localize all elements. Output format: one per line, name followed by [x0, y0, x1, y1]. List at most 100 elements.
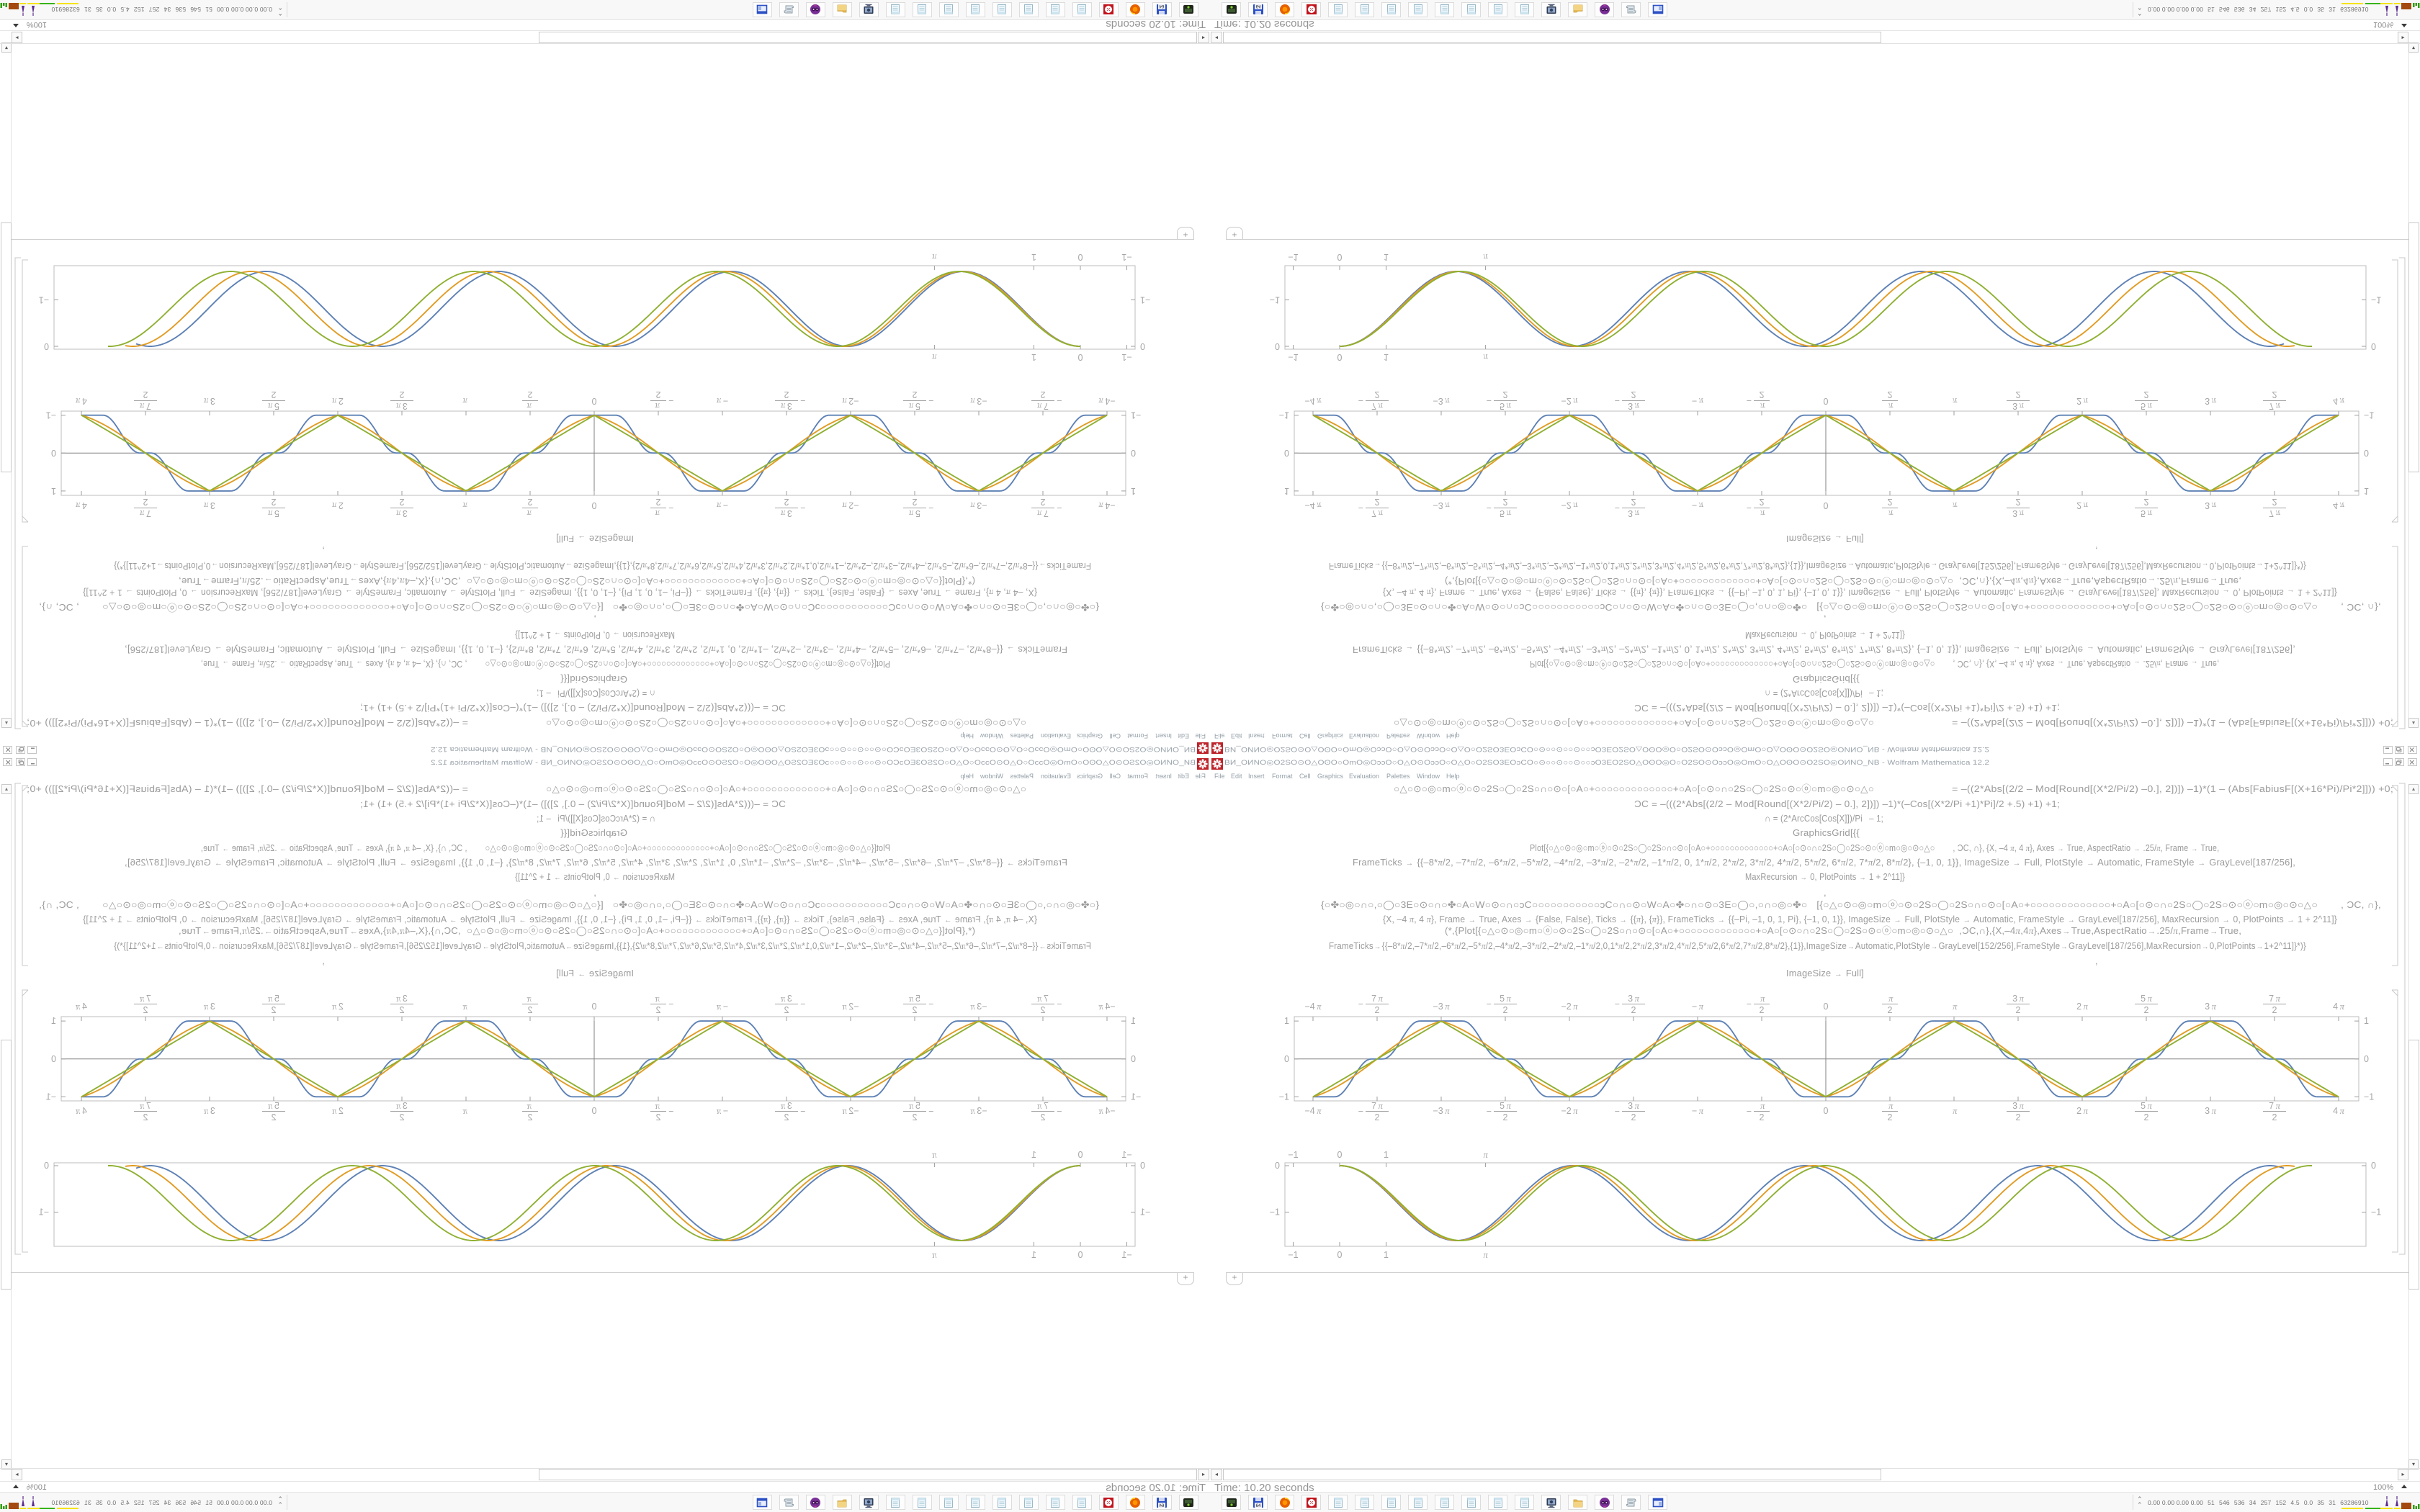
svg-text:1: 1	[1284, 1016, 1289, 1026]
svg-text:−1: −1	[2364, 1092, 2374, 1102]
svg-text:2 π: 2 π	[331, 1106, 343, 1116]
svg-text:0: 0	[1284, 448, 1289, 458]
svg-text:1: 1	[2364, 486, 2369, 496]
svg-text:5 π: 5 π	[908, 401, 920, 411]
svg-text:1: 1	[51, 486, 56, 496]
svg-text:4 π: 4 π	[75, 396, 86, 406]
svg-text:64: 64	[1256, 4, 1261, 8]
svg-text:2: 2	[1631, 1005, 1636, 1015]
svg-text:−: −	[1487, 999, 1492, 1009]
svg-text:3 π: 3 π	[1628, 508, 1639, 518]
svg-text:5 π: 5 π	[2141, 401, 2152, 411]
svg-text:−: −	[800, 999, 805, 1009]
svg-text:−1: −1	[1288, 1250, 1298, 1260]
svg-text:3 π: 3 π	[395, 994, 407, 1004]
svg-text:−3 π: −3 π	[1433, 1002, 1450, 1012]
svg-text:π: π	[462, 500, 470, 510]
svg-text:4 π: 4 π	[2333, 396, 2344, 406]
svg-text:−1: −1	[1121, 252, 1131, 262]
svg-text:−4 π: −4 π	[1304, 396, 1322, 406]
svg-text:π: π	[1483, 1250, 1488, 1260]
svg-text:3 π: 3 π	[1628, 401, 1639, 411]
svg-text:2: 2	[1375, 1005, 1380, 1015]
svg-text:2: 2	[527, 497, 532, 507]
svg-text:2: 2	[2272, 1112, 2277, 1122]
svg-text:3 π: 3 π	[780, 994, 792, 1004]
svg-text:1: 1	[1384, 352, 1389, 362]
svg-text:0: 0	[2364, 448, 2369, 458]
svg-text:7 π: 7 π	[2269, 401, 2280, 411]
svg-text:2: 2	[1375, 1112, 1380, 1122]
svg-text:π: π	[655, 401, 662, 411]
svg-text:−2 π: −2 π	[842, 1002, 859, 1012]
svg-text:π: π	[655, 508, 662, 518]
svg-text:− π: − π	[716, 1002, 728, 1012]
svg-text:0: 0	[1131, 1054, 1136, 1064]
svg-text:−1: −1	[1270, 295, 1280, 305]
svg-text:3 π: 3 π	[2012, 508, 2024, 518]
svg-text:0: 0	[1337, 1250, 1343, 1260]
svg-text:−: −	[928, 503, 933, 513]
svg-text:1: 1	[1031, 252, 1036, 262]
svg-text:7 π: 7 π	[139, 508, 151, 518]
svg-text:2: 2	[143, 1112, 148, 1122]
svg-text:0: 0	[1077, 1150, 1083, 1160]
svg-text:− π: − π	[716, 500, 728, 510]
svg-text:1: 1	[1131, 1016, 1136, 1026]
svg-text:2: 2	[912, 497, 917, 507]
svg-text:0: 0	[1275, 1161, 1280, 1171]
svg-text:−: −	[1057, 1107, 1062, 1117]
svg-text:−4 π: −4 π	[1098, 500, 1116, 510]
svg-text:4 π: 4 π	[2333, 500, 2344, 510]
svg-text:−1: −1	[1140, 295, 1150, 305]
svg-text:2: 2	[143, 390, 148, 400]
svg-text:2: 2	[143, 497, 148, 507]
svg-text:2 π: 2 π	[2076, 1002, 2088, 1012]
svg-text:−: −	[1615, 503, 1620, 513]
svg-text:−1: −1	[1288, 1150, 1298, 1160]
svg-text:5 π: 5 π	[1500, 401, 1511, 411]
svg-text:3 π: 3 π	[1628, 1101, 1639, 1111]
svg-text:7 π: 7 π	[139, 994, 151, 1004]
svg-text:4 π: 4 π	[75, 1002, 86, 1012]
svg-text:2: 2	[1888, 497, 1893, 507]
svg-text:2: 2	[1375, 390, 1380, 400]
svg-text:2: 2	[1888, 1112, 1893, 1122]
svg-text:0: 0	[51, 448, 56, 458]
svg-text:2: 2	[1760, 497, 1765, 507]
svg-text:π: π	[1951, 500, 1958, 510]
svg-text:0: 0	[591, 1106, 596, 1116]
svg-text:−1: −1	[2371, 1207, 2381, 1218]
svg-text:−1: −1	[39, 295, 49, 305]
svg-text:−1: −1	[1140, 1207, 1150, 1218]
svg-text:3 π: 3 π	[395, 1101, 407, 1111]
svg-text:1: 1	[51, 1016, 56, 1026]
svg-text:5 π: 5 π	[2141, 508, 2152, 518]
svg-text:π: π	[1759, 1101, 1766, 1111]
svg-text:−: −	[1057, 396, 1062, 406]
svg-text:0: 0	[2371, 1161, 2376, 1171]
svg-text:π: π	[526, 401, 534, 411]
svg-text:−3 π: −3 π	[970, 1002, 987, 1012]
svg-text:−1: −1	[39, 1207, 49, 1218]
svg-text:0: 0	[51, 1054, 56, 1064]
svg-text:−: −	[668, 503, 673, 513]
svg-text:−: −	[928, 396, 933, 406]
svg-text:−1: −1	[1288, 252, 1298, 262]
svg-text:−2 π: −2 π	[1561, 396, 1578, 406]
svg-text:5 π: 5 π	[1500, 1101, 1511, 1111]
svg-text:2: 2	[1040, 497, 1045, 507]
svg-text:5 π: 5 π	[2141, 1101, 2152, 1111]
svg-text:2 π: 2 π	[2076, 396, 2088, 406]
svg-text:−1: −1	[1279, 1092, 1289, 1102]
svg-text:7 π: 7 π	[2269, 994, 2280, 1004]
svg-text:0: 0	[1140, 341, 1145, 351]
svg-text:−1: −1	[1288, 352, 1298, 362]
svg-text:−2 π: −2 π	[842, 1106, 859, 1116]
svg-text:−: −	[1487, 1107, 1492, 1117]
svg-text:2: 2	[143, 1005, 148, 1015]
svg-text:π: π	[462, 396, 470, 406]
svg-text:0: 0	[1337, 1150, 1343, 1160]
svg-text:1: 1	[1384, 252, 1389, 262]
svg-text:2: 2	[784, 390, 789, 400]
